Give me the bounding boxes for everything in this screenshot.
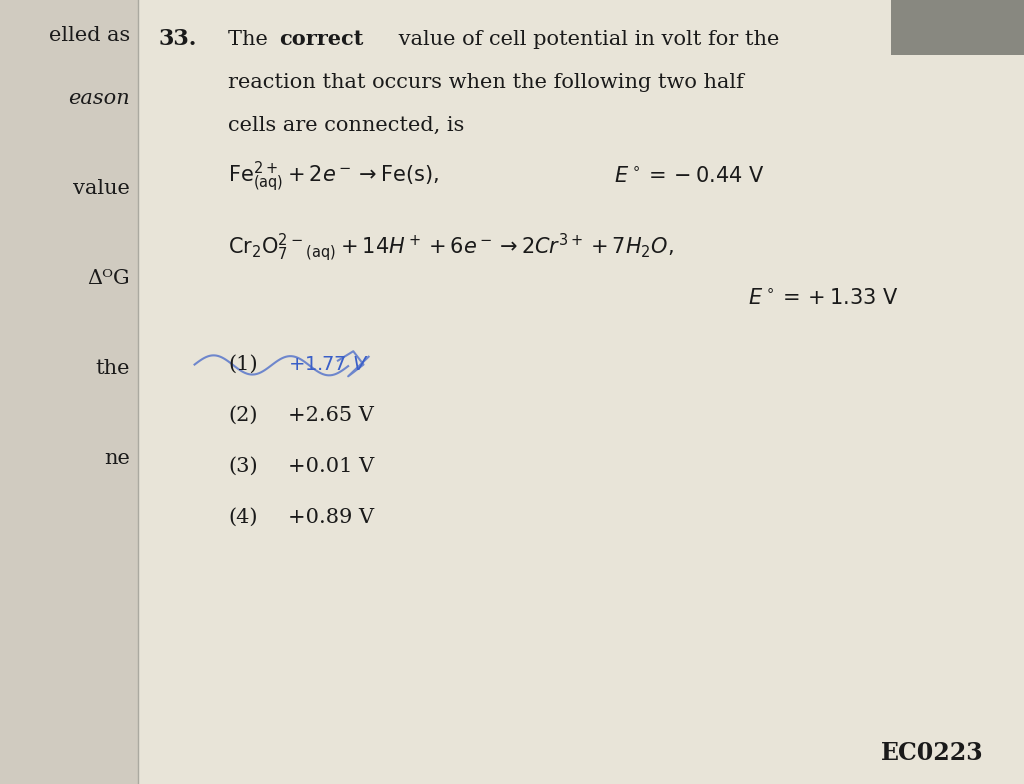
Text: (2): (2) — [228, 406, 258, 425]
Text: The: The — [228, 30, 274, 49]
Text: $\mathit{+1.77\ V}$: $\mathit{+1.77\ V}$ — [288, 355, 369, 374]
Text: +2.65 V: +2.65 V — [288, 406, 374, 425]
Bar — [0, 0, 138, 784]
Text: EC0223: EC0223 — [881, 741, 983, 764]
Text: (4): (4) — [228, 508, 258, 527]
Text: value of cell potential in volt for the: value of cell potential in volt for the — [392, 30, 779, 49]
Text: $\mathrm{Fe^{2+}_{(aq)}} + 2e^- \rightarrow \mathrm{Fe(s),}$: $\mathrm{Fe^{2+}_{(aq)}} + 2e^- \rightar… — [228, 159, 439, 194]
Text: (1): (1) — [228, 355, 258, 374]
Text: eason: eason — [69, 89, 130, 107]
Text: value: value — [73, 179, 130, 198]
Text: ne: ne — [104, 449, 130, 468]
Text: correct: correct — [280, 29, 364, 49]
Text: +0.89 V: +0.89 V — [288, 508, 374, 527]
Text: the: the — [95, 359, 130, 378]
Text: $E^\circ = -0.44\ \mathrm{V}$: $E^\circ = -0.44\ \mathrm{V}$ — [614, 166, 765, 187]
Text: elled as: elled as — [49, 26, 130, 45]
Text: $E^\circ = +1.33\ \mathrm{V}$: $E^\circ = +1.33\ \mathrm{V}$ — [748, 288, 898, 308]
Text: reaction that occurs when the following two half: reaction that occurs when the following … — [228, 73, 744, 92]
Text: +0.01 V: +0.01 V — [288, 457, 374, 476]
Bar — [891, 0, 1024, 55]
Text: $\mathrm{Cr_2O_7^{2-}{}_{(aq)}} + 14H^+ + 6e^- \rightarrow 2Cr^{3+} + 7H_2O,$: $\mathrm{Cr_2O_7^{2-}{}_{(aq)}} + 14H^+ … — [228, 231, 674, 263]
Text: (3): (3) — [228, 457, 258, 476]
Text: 33.: 33. — [159, 28, 197, 50]
Text: cells are connected, is: cells are connected, is — [228, 116, 465, 135]
Text: ΔᴼG: ΔᴼG — [87, 269, 130, 288]
